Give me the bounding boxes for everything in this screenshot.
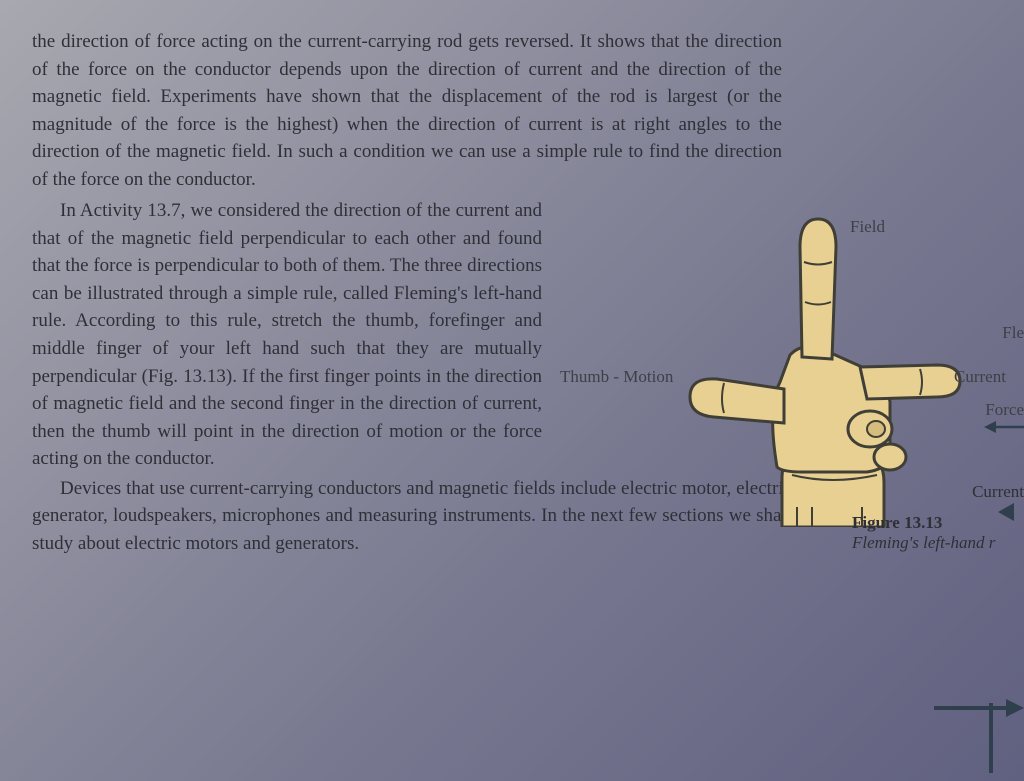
force-arrow-icon <box>984 420 1024 434</box>
figure-number: Figure 13.13 <box>852 513 942 532</box>
paragraph-2: In Activity 13.7, we considered the dire… <box>32 197 542 472</box>
mid-block: In Activity 13.7, we considered the dire… <box>32 197 1024 472</box>
label-thumb-motion: Thumb - Motion <box>560 367 673 387</box>
arrow-right-icon <box>934 697 1024 719</box>
fleming-hand-illustration <box>662 207 962 527</box>
paragraph-2-column: In Activity 13.7, we considered the dire… <box>32 197 542 472</box>
edge-label-current: Current <box>972 482 1024 502</box>
figure-title: Fleming's left-hand r <box>852 533 995 552</box>
arrow-down-icon <box>980 703 1002 773</box>
label-field: Field <box>850 217 885 237</box>
figure-column: Field Thumb - Motion Current Figure 13.1… <box>542 197 1024 472</box>
paragraph-1: the direction of force acting on the cur… <box>32 28 782 193</box>
figure-caption: Figure 13.13 Fleming's left-hand r <box>852 513 995 553</box>
current-arrow-icon <box>998 503 1024 521</box>
textbook-page: the direction of force acting on the cur… <box>0 0 1024 781</box>
edge-label-fle: Fle <box>1002 323 1024 343</box>
edge-label-force: Force <box>985 400 1024 420</box>
label-current: Current <box>954 367 1006 387</box>
